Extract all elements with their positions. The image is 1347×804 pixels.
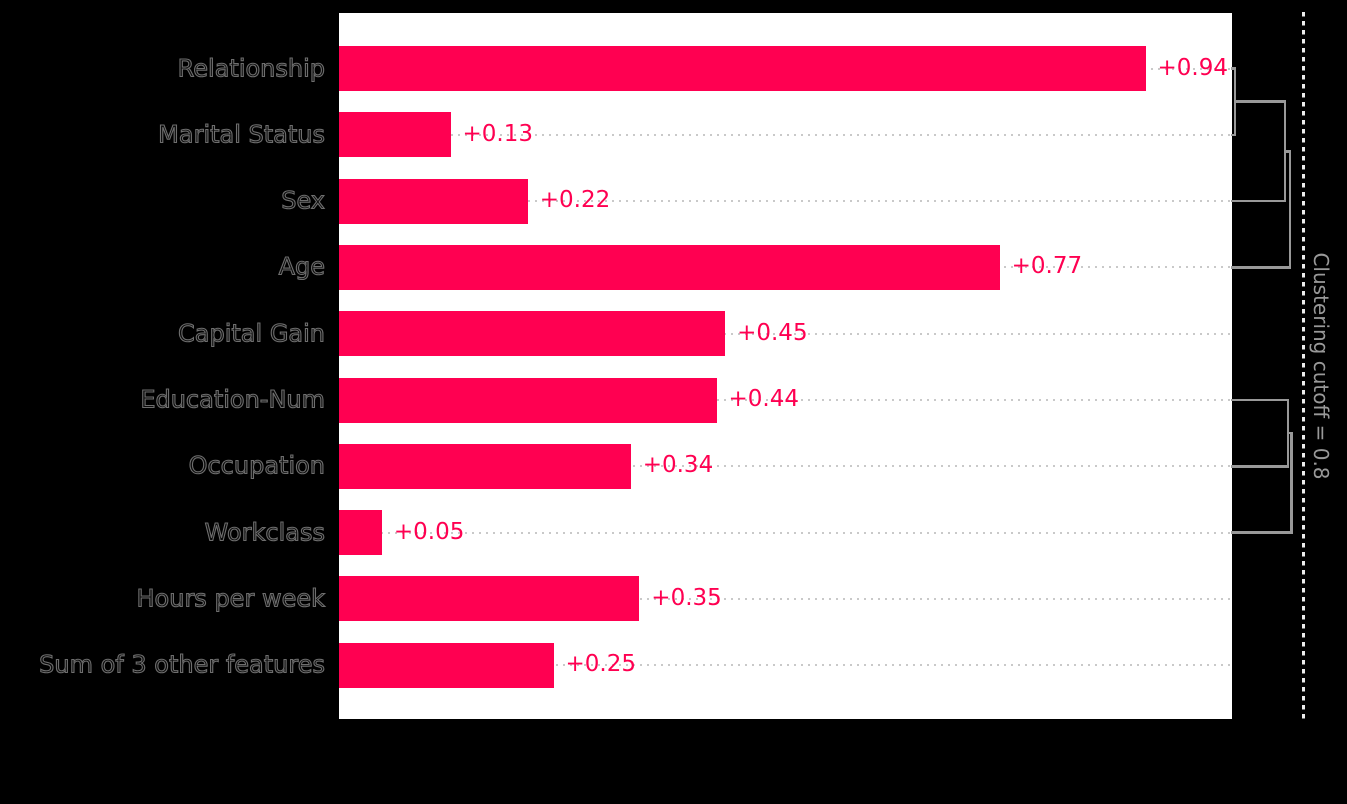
feature-bar bbox=[339, 510, 382, 556]
dendrogram-segment bbox=[1231, 266, 1290, 269]
feature-bar bbox=[339, 244, 1000, 290]
y-tick-label: Sex bbox=[281, 186, 326, 215]
gridline bbox=[339, 465, 1232, 468]
feature-bar bbox=[339, 377, 717, 423]
feature-bar bbox=[339, 112, 451, 158]
feature-value-label: +0.35 bbox=[651, 584, 722, 611]
clustering-cutoff-line bbox=[1302, 12, 1305, 720]
gridline bbox=[339, 597, 1232, 600]
feature-bar bbox=[339, 178, 528, 224]
feature-value-label: +0.22 bbox=[539, 187, 611, 214]
dendrogram-segment bbox=[1231, 531, 1292, 534]
gridline bbox=[339, 664, 1232, 667]
y-tick-label: Sum of 3 other features bbox=[39, 650, 326, 679]
feature-value-label: +0.44 bbox=[728, 386, 799, 413]
y-axis-tick-labels: Relationship Marital Status Sex Age Capital … bbox=[0, 0, 326, 804]
feature-bar bbox=[339, 576, 640, 622]
gridline bbox=[339, 332, 1232, 335]
y-tick-label: Relationship bbox=[177, 54, 325, 83]
feature-value-label: +0.25 bbox=[565, 651, 636, 678]
y-tick-label: Age bbox=[278, 252, 326, 281]
feature-bar bbox=[339, 443, 631, 489]
y-tick-label: Hours per week bbox=[136, 584, 326, 613]
dendrogram-segment bbox=[1285, 150, 1290, 153]
y-tick-label: Education-Num bbox=[140, 385, 326, 414]
gridline bbox=[339, 399, 1232, 401]
feature-bar bbox=[339, 642, 554, 688]
dendrogram-segment bbox=[1288, 431, 1292, 435]
dendrogram-segment bbox=[1231, 67, 1236, 70]
plot-area: +0.94 +0.13 +0.22 +0.77 +0.45 +0.44 +0.34 +0.05… bbox=[339, 13, 1232, 719]
y-tick-label: Marital Status bbox=[158, 120, 326, 149]
dendrogram-segment bbox=[1288, 150, 1292, 269]
gridline bbox=[339, 531, 1232, 534]
feature-bar bbox=[339, 46, 1146, 91]
dendrogram-segment bbox=[1231, 465, 1288, 468]
dendrogram-segment bbox=[1231, 199, 1285, 203]
feature-value-label: +0.05 bbox=[393, 518, 465, 545]
feature-value-label: +0.77 bbox=[1011, 253, 1083, 280]
feature-value-label: +0.45 bbox=[737, 319, 808, 346]
gridline bbox=[339, 200, 1232, 203]
y-tick-label: Workclass bbox=[204, 518, 325, 547]
dendrogram-segment bbox=[1235, 100, 1285, 103]
y-tick-label: Capital Gain bbox=[177, 319, 325, 348]
dendrogram-segment bbox=[1231, 133, 1236, 137]
clustering-cutoff-label: Clustering cutoff = 0.8 bbox=[1309, 252, 1333, 480]
gridline bbox=[339, 133, 1232, 136]
dendrogram-segment bbox=[1231, 398, 1288, 402]
y-tick-label: Occupation bbox=[188, 451, 326, 480]
feature-value-label: +0.94 bbox=[1157, 54, 1228, 81]
feature-value-label: +0.34 bbox=[642, 452, 714, 479]
feature-bar bbox=[339, 311, 726, 357]
feature-value-label: +0.13 bbox=[462, 120, 534, 147]
dendrogram-segment bbox=[1290, 431, 1293, 534]
